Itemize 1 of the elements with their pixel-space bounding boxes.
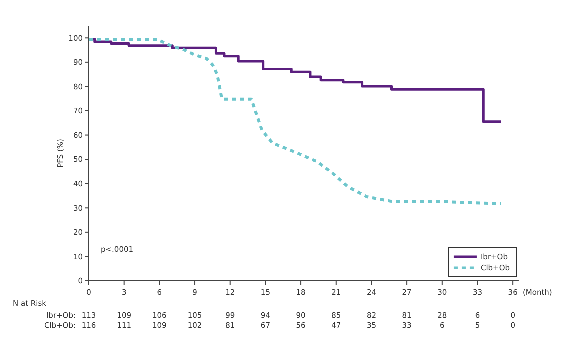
line-series (88, 38, 503, 206)
